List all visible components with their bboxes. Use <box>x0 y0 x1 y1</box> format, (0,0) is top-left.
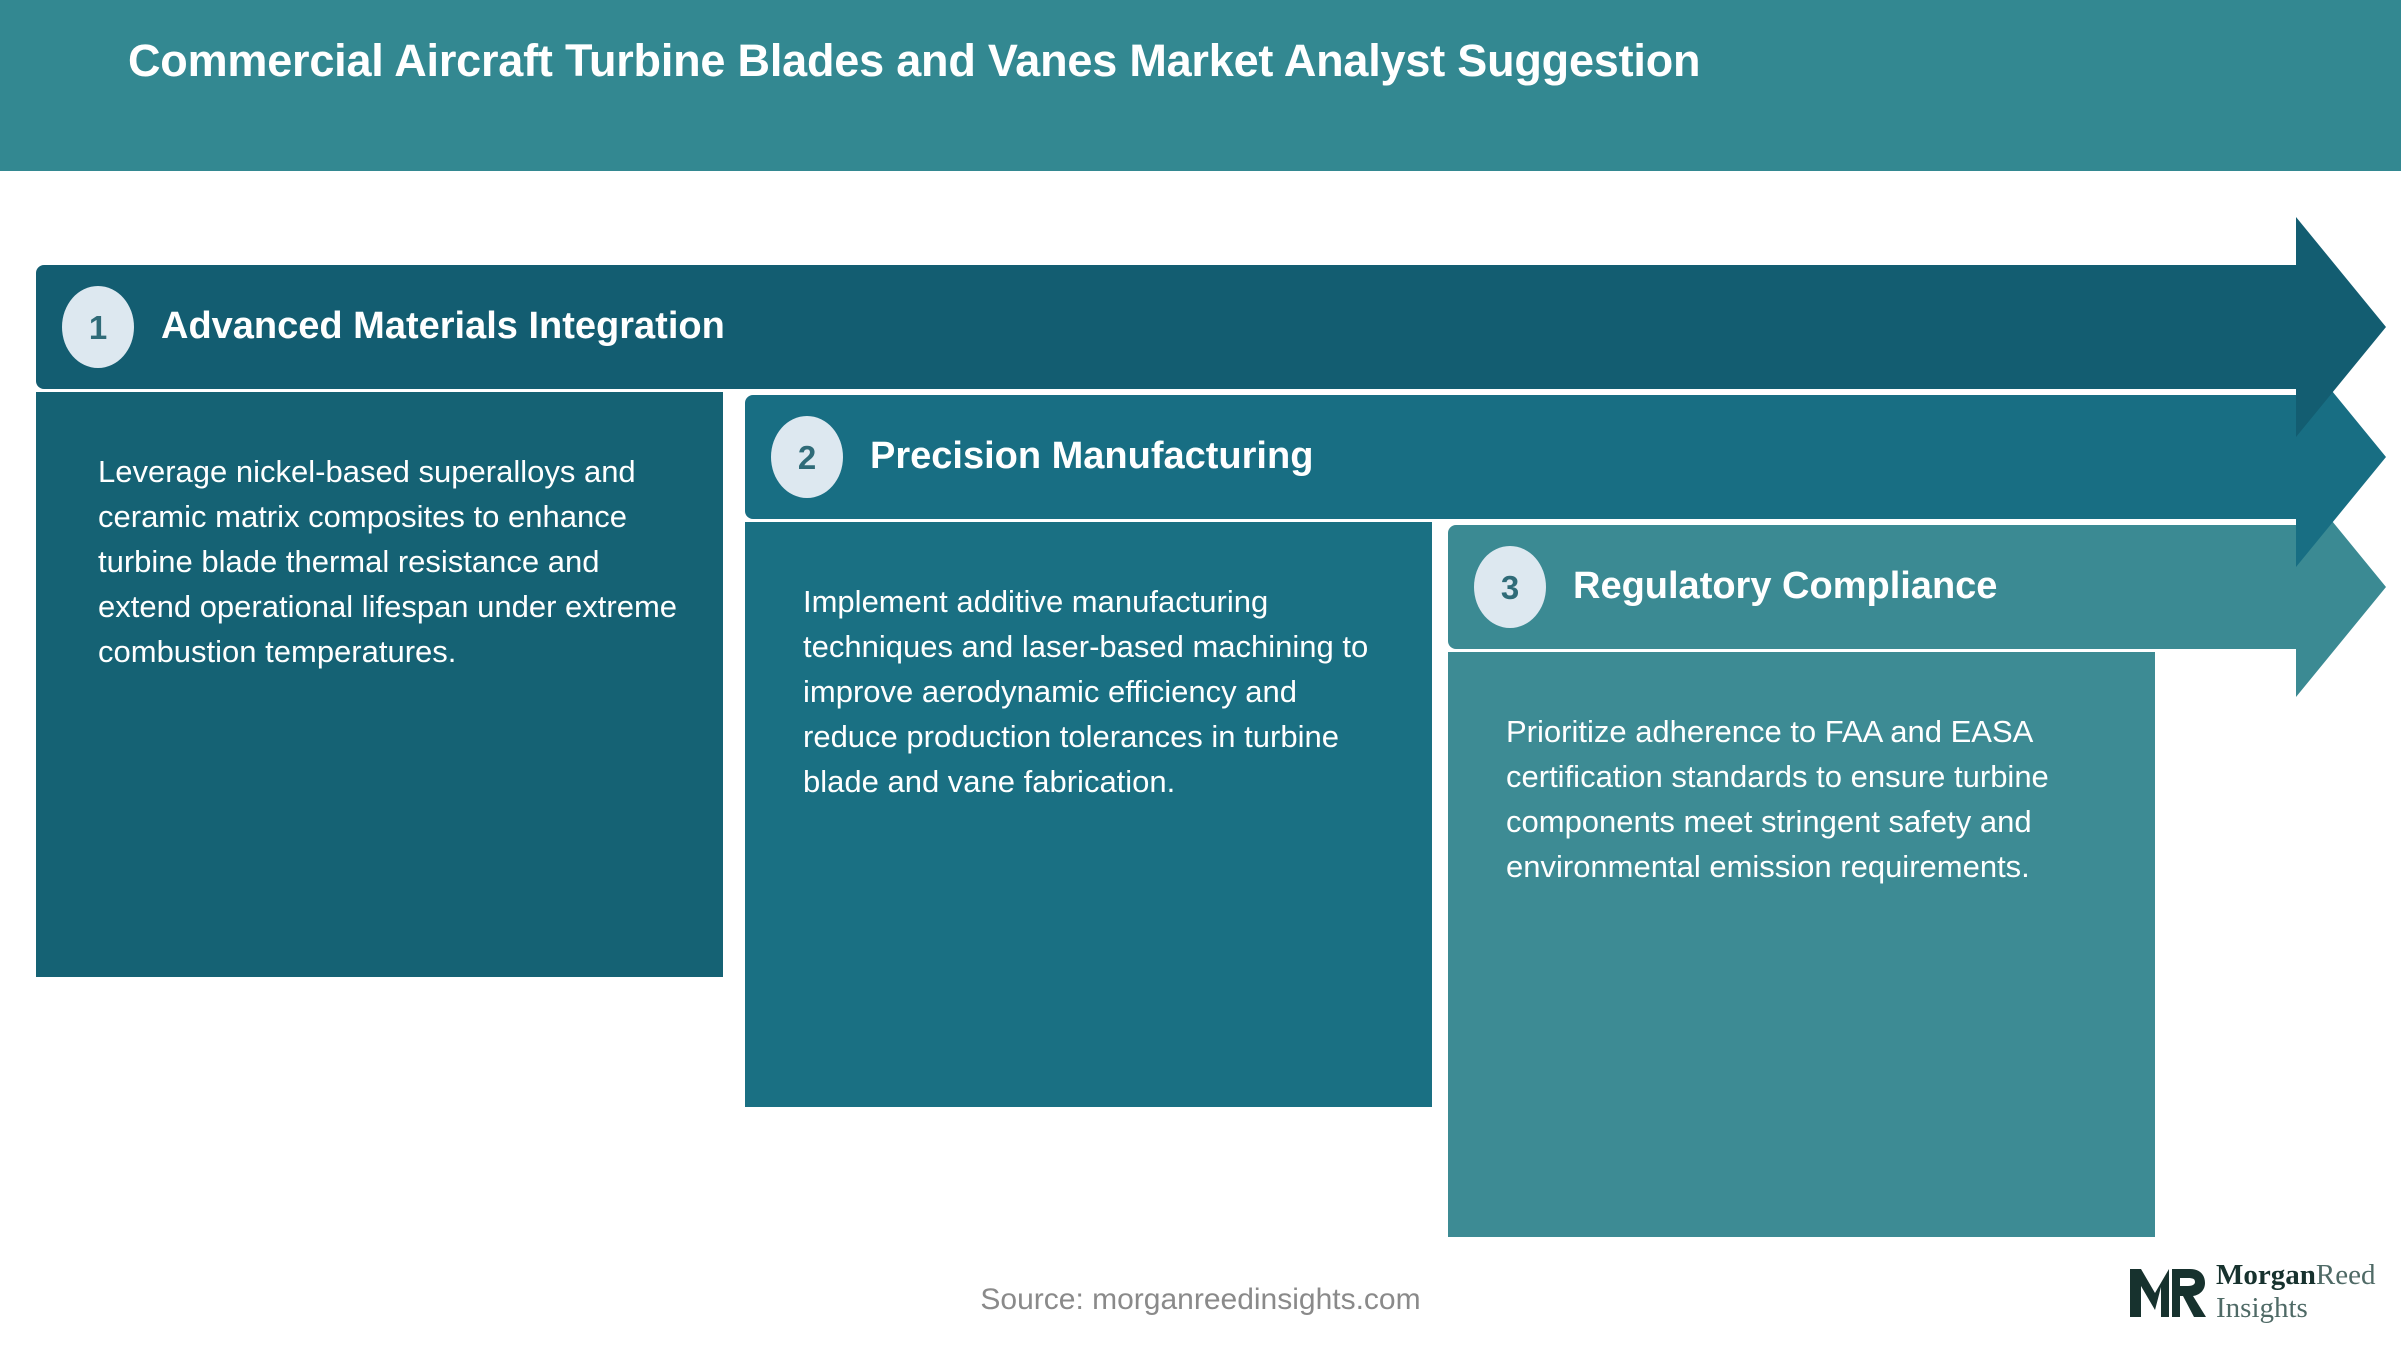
source-note: Source: morganreedinsights.com <box>980 1283 1421 1316</box>
page-title: Commercial Aircraft Turbine Blades and V… <box>128 35 1701 86</box>
step-3-title: Regulatory Compliance <box>1573 565 1998 607</box>
step-2-arrowhead-icon <box>2238 347 2386 567</box>
step-2-arrow-row: 2 Precision Manufacturing <box>745 347 2401 567</box>
step-2-panel: Implement additive manufacturing techniq… <box>745 522 1432 1107</box>
step-3-number: 3 <box>1500 568 1520 606</box>
step-1-body-text: Leverage nickel-based superalloys and ce… <box>98 454 678 669</box>
step-1-panel: Leverage nickel-based superalloys and ce… <box>36 392 723 977</box>
step-3-arrow-row: 3 Regulatory Compliance <box>1448 477 2401 697</box>
step-2-number: 2 <box>797 438 817 476</box>
step-1-arrow-row: 1 Advanced Materials Integration <box>36 217 2401 437</box>
step-2-body-text: Implement additive manufacturing techniq… <box>803 584 1369 799</box>
step-1-number-badge: 1 <box>62 286 134 368</box>
step-1-number: 1 <box>88 308 108 346</box>
step-1-title: Advanced Materials Integration <box>161 305 725 347</box>
step-3-band <box>1448 525 2256 649</box>
logo-morgan-text: Morgan <box>2216 1259 2316 1291</box>
step-1-arrowhead-icon <box>2238 217 2386 437</box>
step-2-band <box>745 395 2256 519</box>
logo-wordmark: MorganReed Insights <box>2216 1261 2375 1323</box>
step-2-number-badge: 2 <box>771 416 843 498</box>
step-3-panel: Prioritize adherence to FAA and EASA cer… <box>1448 652 2155 1237</box>
step-3-body-text: Prioritize adherence to FAA and EASA cer… <box>1506 714 2049 884</box>
step-3-arrowhead-icon <box>2238 477 2386 697</box>
logo-line-one: MorganReed <box>2216 1261 2375 1290</box>
header-bar: Commercial Aircraft Turbine Blades and V… <box>0 0 2401 171</box>
step-2-title: Precision Manufacturing <box>870 435 1314 477</box>
logo-insights-text: Insights <box>2216 1292 2308 1324</box>
brand-logo: MorganReed Insights <box>2128 1254 2375 1330</box>
mr-monogram-icon <box>2130 1269 2206 1317</box>
step-1-band <box>36 265 2256 389</box>
step-3-number-badge: 3 <box>1474 546 1546 628</box>
logo-reed-text: Reed <box>2315 1259 2376 1291</box>
